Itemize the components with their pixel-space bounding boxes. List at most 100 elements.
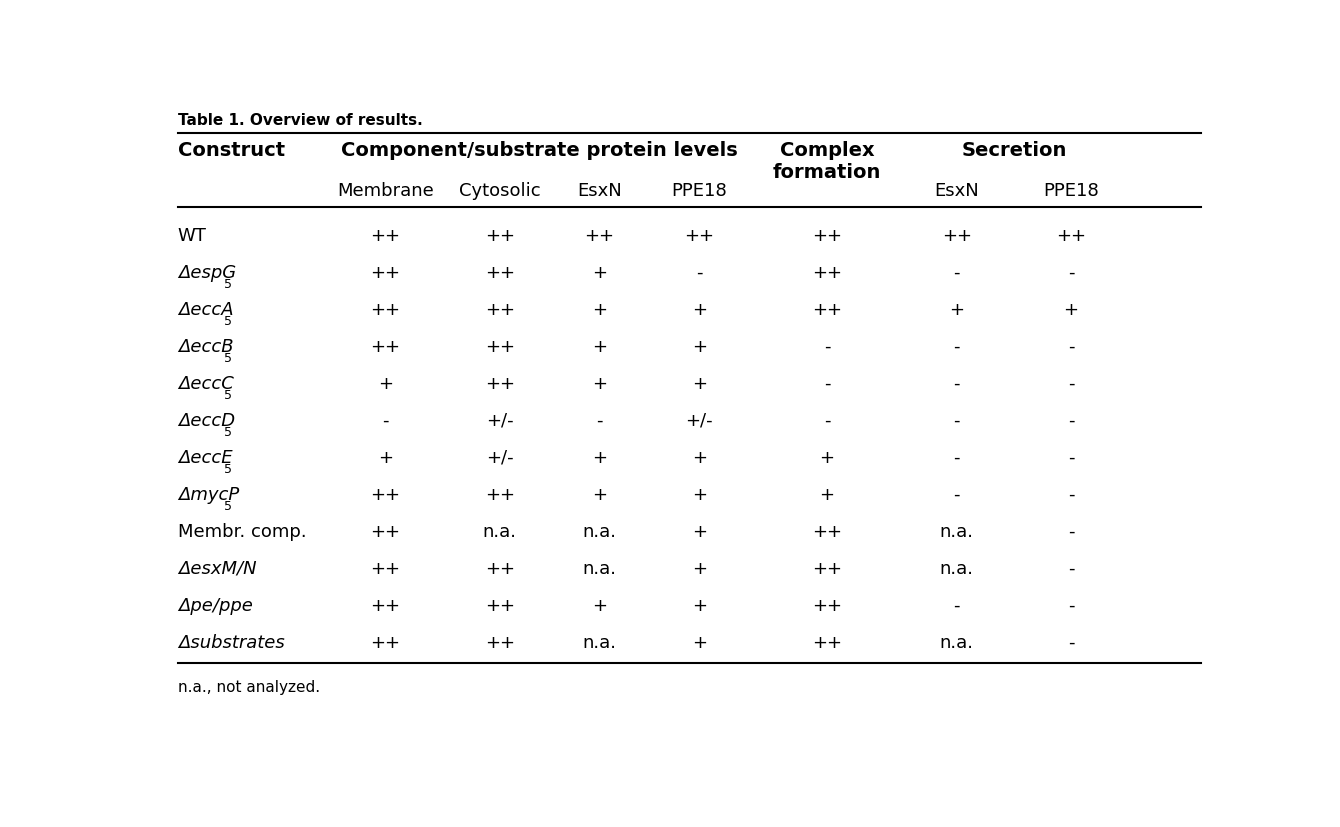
Text: +: + (691, 559, 706, 577)
Text: ΔeccE: ΔeccE (178, 448, 233, 466)
Text: ++: ++ (371, 633, 401, 651)
Text: +: + (378, 448, 393, 466)
Text: +: + (691, 596, 706, 614)
Text: -: - (1068, 485, 1075, 503)
Text: 5: 5 (224, 351, 232, 365)
Text: ΔeccB: ΔeccB (178, 337, 233, 356)
Text: -: - (954, 485, 959, 503)
Text: -: - (596, 411, 603, 429)
Text: -: - (1068, 337, 1075, 356)
Text: EsxN: EsxN (578, 182, 622, 200)
Text: ΔeccA: ΔeccA (178, 300, 233, 318)
Text: Complex
formation: Complex formation (773, 141, 882, 182)
Text: +: + (378, 375, 393, 392)
Text: n.a.: n.a. (939, 633, 974, 651)
Text: +: + (820, 448, 835, 466)
Text: ++: ++ (371, 559, 401, 577)
Text: 5: 5 (224, 425, 232, 438)
Text: ΔespG: ΔespG (178, 264, 236, 281)
Text: +: + (691, 448, 706, 466)
Text: n.a.: n.a. (583, 633, 616, 651)
Text: ++: ++ (584, 227, 615, 245)
Text: ++: ++ (371, 264, 401, 281)
Text: -: - (954, 264, 959, 281)
Text: +: + (691, 375, 706, 392)
Text: n.a.: n.a. (583, 559, 616, 577)
Text: PPE18: PPE18 (1043, 182, 1099, 200)
Text: 5: 5 (224, 314, 232, 327)
Text: +: + (691, 633, 706, 651)
Text: ++: ++ (812, 633, 842, 651)
Text: ++: ++ (371, 300, 401, 318)
Text: ΔeccC: ΔeccC (178, 375, 233, 392)
Text: ++: ++ (371, 522, 401, 540)
Text: ++: ++ (812, 300, 842, 318)
Text: WT: WT (178, 227, 206, 245)
Text: +: + (691, 522, 706, 540)
Text: ++: ++ (812, 596, 842, 614)
Text: n.a.: n.a. (482, 522, 517, 540)
Text: Membrane: Membrane (338, 182, 434, 200)
Text: Secretion: Secretion (961, 141, 1067, 160)
Text: ++: ++ (485, 596, 515, 614)
Text: -: - (954, 411, 959, 429)
Text: ++: ++ (812, 522, 842, 540)
Text: -: - (1068, 559, 1075, 577)
Text: -: - (824, 337, 831, 356)
Text: +: + (592, 448, 607, 466)
Text: -: - (1068, 411, 1075, 429)
Text: +: + (949, 300, 965, 318)
Text: +: + (691, 337, 706, 356)
Text: ++: ++ (685, 227, 714, 245)
Text: +: + (592, 375, 607, 392)
Text: Construct: Construct (178, 141, 285, 160)
Text: ++: ++ (485, 485, 515, 503)
Text: -: - (1068, 596, 1075, 614)
Text: ++: ++ (812, 559, 842, 577)
Text: ++: ++ (485, 337, 515, 356)
Text: ++: ++ (371, 596, 401, 614)
Text: ++: ++ (812, 264, 842, 281)
Text: -: - (695, 264, 702, 281)
Text: Cytosolic: Cytosolic (460, 182, 540, 200)
Text: PPE18: PPE18 (671, 182, 728, 200)
Text: Δsubstrates: Δsubstrates (178, 633, 284, 651)
Text: -: - (954, 337, 959, 356)
Text: ++: ++ (485, 559, 515, 577)
Text: ++: ++ (1056, 227, 1085, 245)
Text: -: - (1068, 375, 1075, 392)
Text: +: + (592, 300, 607, 318)
Text: Δpe/ppe: Δpe/ppe (178, 596, 253, 614)
Text: 5: 5 (224, 278, 232, 290)
Text: 5: 5 (224, 500, 232, 512)
Text: -: - (824, 375, 831, 392)
Text: ΔeccD: ΔeccD (178, 411, 234, 429)
Text: n.a.: n.a. (583, 522, 616, 540)
Text: ++: ++ (371, 485, 401, 503)
Text: n.a., not analyzed.: n.a., not analyzed. (178, 679, 320, 695)
Text: +: + (592, 596, 607, 614)
Text: +: + (1064, 300, 1079, 318)
Text: ++: ++ (485, 264, 515, 281)
Text: -: - (824, 411, 831, 429)
Text: -: - (954, 596, 959, 614)
Text: -: - (1068, 522, 1075, 540)
Text: ++: ++ (485, 633, 515, 651)
Text: -: - (954, 448, 959, 466)
Text: ΔmycP: ΔmycP (178, 485, 239, 503)
Text: +: + (592, 485, 607, 503)
Text: n.a.: n.a. (939, 559, 974, 577)
Text: n.a.: n.a. (939, 522, 974, 540)
Text: ++: ++ (812, 227, 842, 245)
Text: ++: ++ (371, 227, 401, 245)
Text: +: + (820, 485, 835, 503)
Text: ++: ++ (485, 227, 515, 245)
Text: Membr. comp.: Membr. comp. (178, 522, 307, 540)
Text: Table 1. Overview of results.: Table 1. Overview of results. (178, 113, 422, 128)
Text: ++: ++ (485, 375, 515, 392)
Text: +: + (592, 337, 607, 356)
Text: +: + (691, 300, 706, 318)
Text: 5: 5 (224, 389, 232, 401)
Text: EsxN: EsxN (934, 182, 980, 200)
Text: -: - (382, 411, 389, 429)
